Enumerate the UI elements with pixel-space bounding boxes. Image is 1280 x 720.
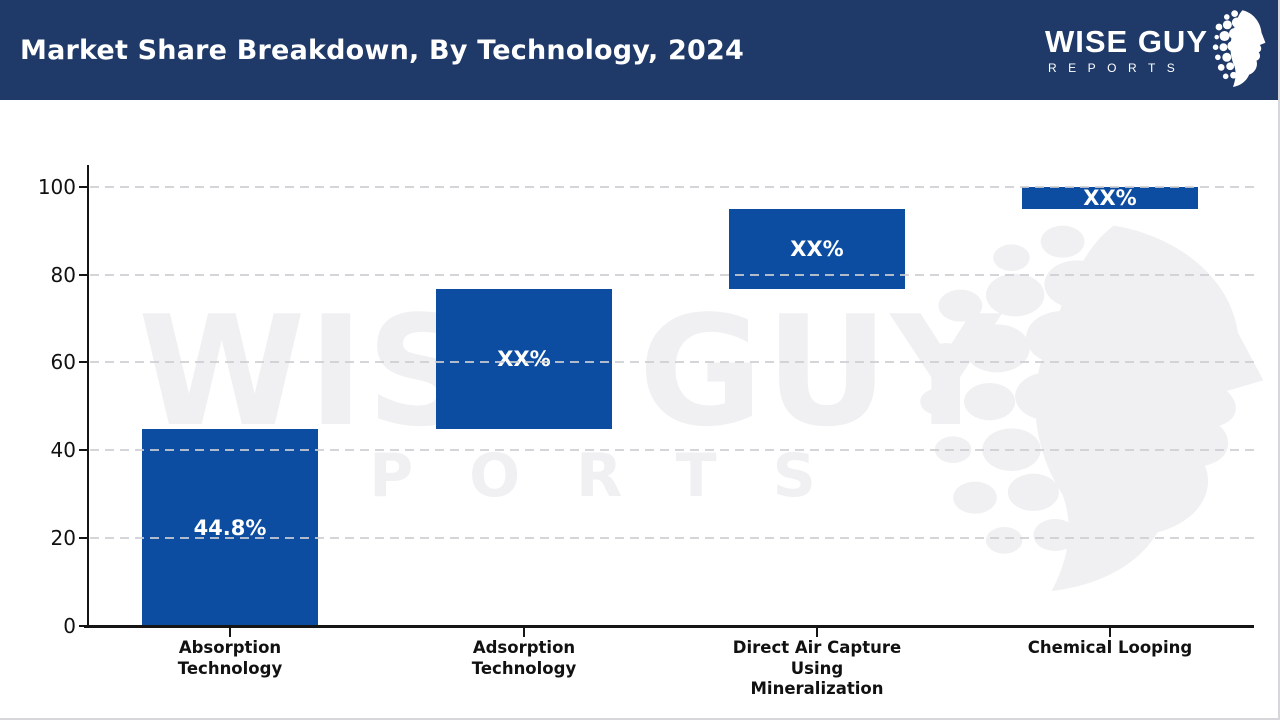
wise-guy-reports-logo: WISE GUY REPORTS: [1045, 8, 1266, 92]
bar-value-label: XX%: [790, 236, 844, 261]
category-label-absorption-technology: Absorption Technology: [177, 638, 283, 678]
y-tick-mark-20: [79, 537, 88, 540]
bar-direct-air-capture-using-mineralization: XX%: [729, 208, 905, 289]
logo-subtitle: REPORTS: [1047, 61, 1187, 75]
bar-value-label: XX%: [497, 346, 551, 371]
bar-adsorption-technology: XX%: [436, 288, 612, 430]
y-axis-line: [87, 165, 89, 628]
page-title: Market Share Breakdown, By Technology, 2…: [20, 34, 745, 66]
y-tick-label-60: 60: [50, 350, 76, 375]
bar-chemical-looping: XX%: [1022, 185, 1198, 210]
x-tick-mark-chemical-looping: [1109, 628, 1111, 637]
chart-plot-area: WISE GUY REPORTS 0 20 40 60 80 100 44.8% XX% XX…: [0, 100, 1278, 718]
y-tick-mark-60: [79, 361, 88, 364]
gridline-80: [90, 273, 1256, 276]
header-banner: Market Share Breakdown, By Technology, 2…: [0, 0, 1278, 100]
bar-value-label: 44.8%: [193, 515, 267, 540]
gridline-40: [90, 449, 1256, 452]
bar-absorption-technology: 44.8%: [142, 429, 318, 626]
gridline-20: [90, 537, 1256, 540]
y-tick-label-0: 0: [63, 614, 76, 638]
bar-value-label: XX%: [1083, 185, 1137, 210]
y-tick-label-80: 80: [50, 262, 76, 287]
x-tick-mark-direct-air-capture-using-mineralization: [816, 628, 818, 637]
gridline-100: [90, 185, 1256, 188]
y-tick-mark-0: [79, 625, 88, 627]
watermark-head-icon: [920, 225, 1264, 591]
logo-wordmark: WISE GUY: [1044, 24, 1208, 59]
y-tick-label-40: 40: [50, 438, 76, 463]
y-tick-label-100: 100: [37, 174, 76, 199]
category-label-direct-air-capture-using-mineralization: Direct Air Capture Using Mineralization: [732, 638, 902, 699]
x-tick-mark-adsorption-technology: [523, 628, 525, 637]
logo-text: WISE GUY REPORTS: [1045, 26, 1208, 74]
x-tick-mark-absorption-technology: [229, 628, 231, 637]
dotted-head-icon: [1212, 10, 1266, 87]
x-axis-line: [84, 625, 1254, 628]
y-tick-mark-100: [79, 185, 88, 188]
y-tick-label-20: 20: [50, 526, 76, 551]
gridline-60: [90, 361, 1256, 364]
y-tick-mark-40: [79, 449, 88, 452]
category-label-adsorption-technology: Adsorption Technology: [471, 638, 577, 678]
category-label-chemical-looping: Chemical Looping: [1027, 638, 1193, 657]
y-tick-mark-80: [79, 273, 88, 276]
